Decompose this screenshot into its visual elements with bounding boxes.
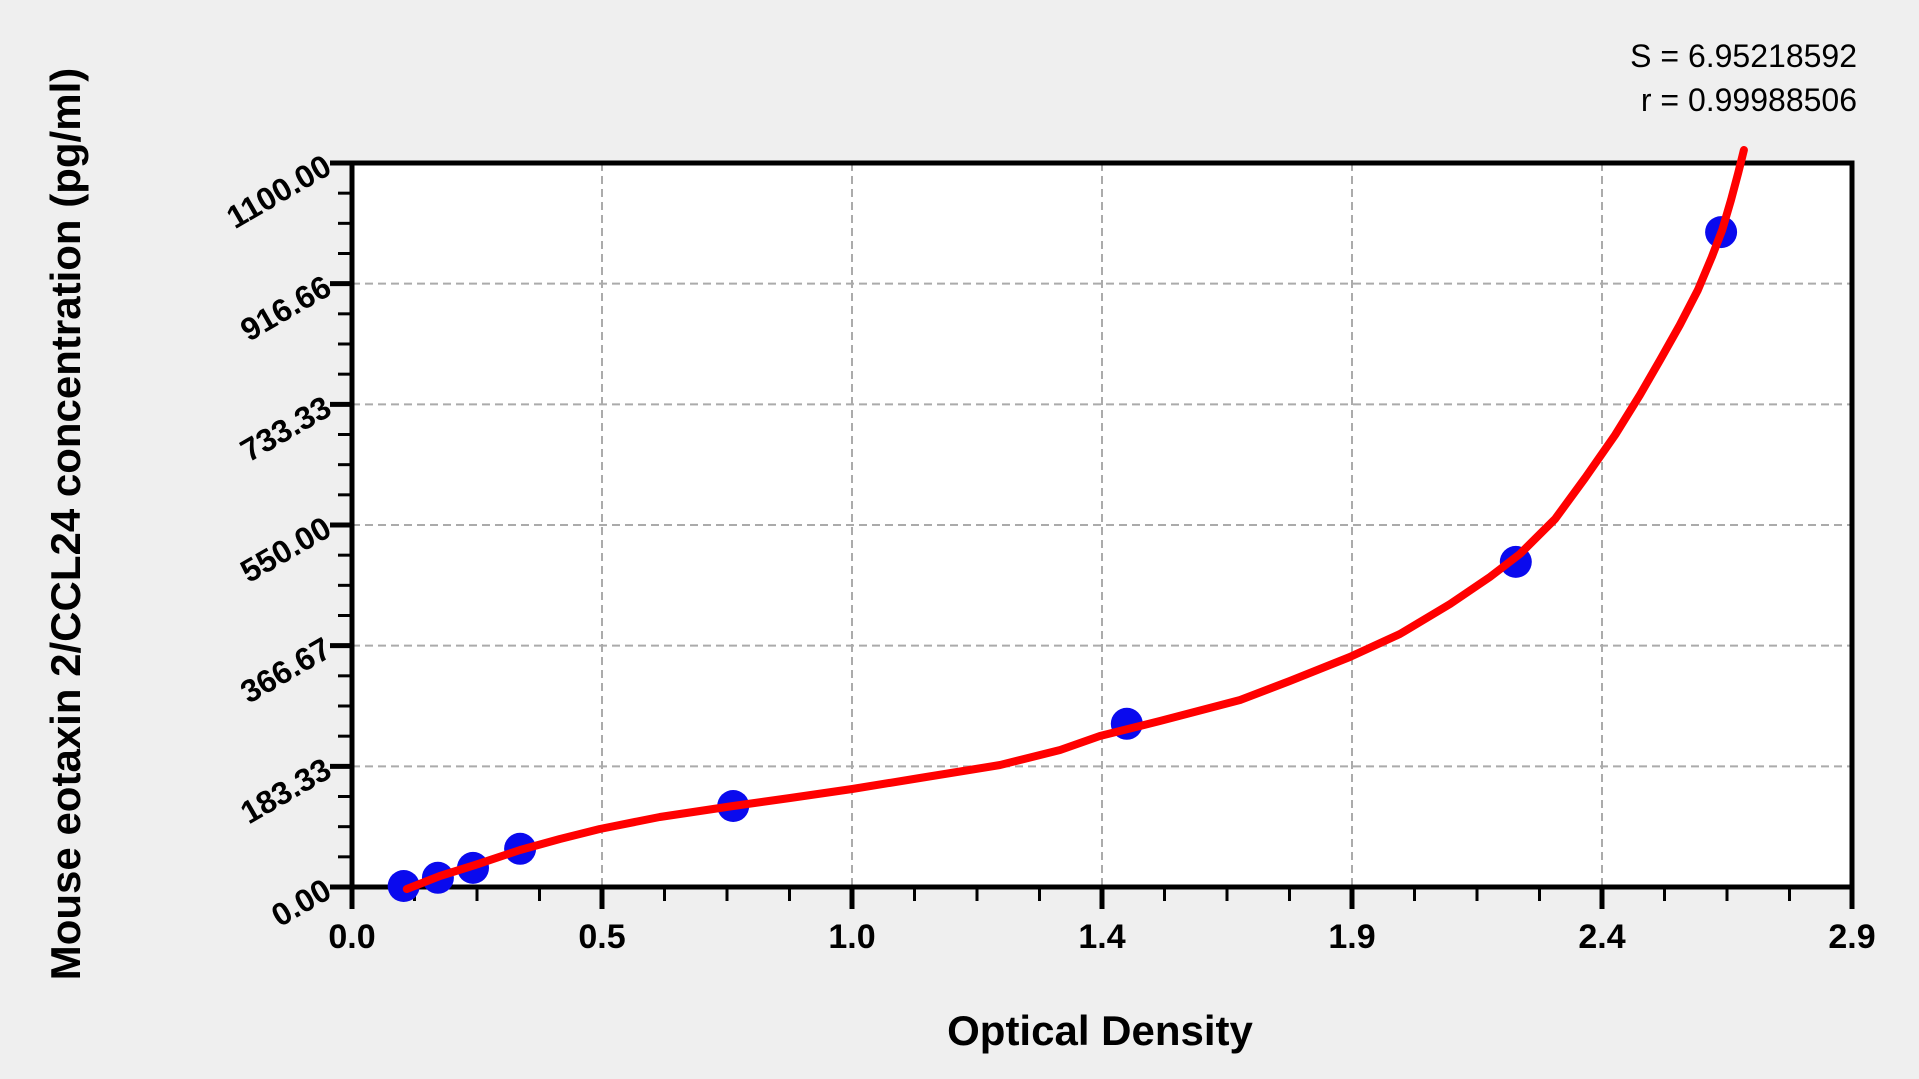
x-axis-title: Optical Density: [947, 1007, 1253, 1054]
fit-statistics: S = 6.95218592 r = 0.99988506: [1630, 34, 1857, 122]
y-tick-label: 733.33: [234, 389, 337, 469]
data-point: [387, 870, 420, 902]
x-tick-label: 0.5: [578, 918, 625, 956]
y-tick-label: 366.67: [234, 630, 337, 710]
plot-frame: [349, 160, 1855, 890]
x-tick-label: 2.9: [1828, 918, 1875, 956]
y-tick-label: 0.00: [265, 871, 337, 933]
x-tick-label: 1.4: [1078, 918, 1125, 956]
y-tick-label: 550.00: [234, 509, 337, 589]
x-tick-label: 2.4: [1578, 918, 1625, 956]
x-tick-labels: 0.0 0.5 1.0 1.4 1.9 2.4 2.9: [328, 918, 1875, 956]
y-tick-label: 183.33: [234, 751, 337, 831]
x-tick-label: 0.0: [328, 918, 375, 956]
x-tick-label: 1.9: [1328, 918, 1375, 956]
x-tick-label: 1.0: [828, 918, 875, 956]
fit-curve: [402, 146, 1748, 893]
gridlines: [352, 163, 1852, 887]
fit-r-value: r = 0.99988506: [1640, 82, 1857, 118]
y-tick-label: 1100.00: [220, 147, 337, 235]
y-tick-labels: 0.00 183.33 366.67 550.00 733.33 916.66 1100.0…: [220, 147, 337, 933]
y-tick-label: 916.66: [234, 268, 337, 348]
fit-s-value: S = 6.95218592: [1630, 38, 1857, 74]
